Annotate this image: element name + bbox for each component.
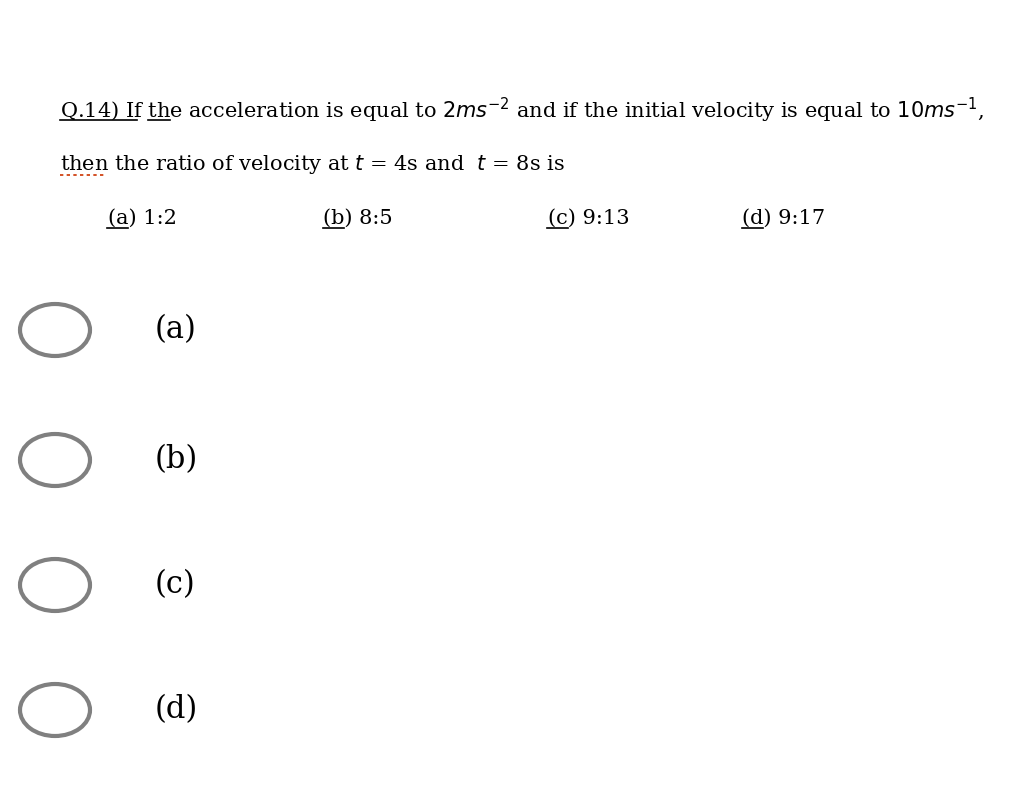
Text: (c): (c) — [155, 569, 196, 600]
Text: (b): (b) — [155, 445, 199, 476]
Text: (d): (d) — [155, 695, 199, 726]
Text: (a): (a) — [155, 315, 197, 346]
Text: (b) 8:5: (b) 8:5 — [323, 209, 392, 228]
Text: then the ratio of velocity at $t$ = 4s and  $t$ = 8s is: then the ratio of velocity at $t$ = 4s a… — [60, 154, 564, 177]
Text: (d) 9:17: (d) 9:17 — [742, 209, 825, 228]
Text: (c) 9:13: (c) 9:13 — [548, 209, 630, 228]
Text: Q.14) If the acceleration is equal to $2ms^{-2}$ and if the initial velocity is : Q.14) If the acceleration is equal to $2… — [60, 95, 984, 125]
Text: (a) 1:2: (a) 1:2 — [108, 209, 176, 228]
